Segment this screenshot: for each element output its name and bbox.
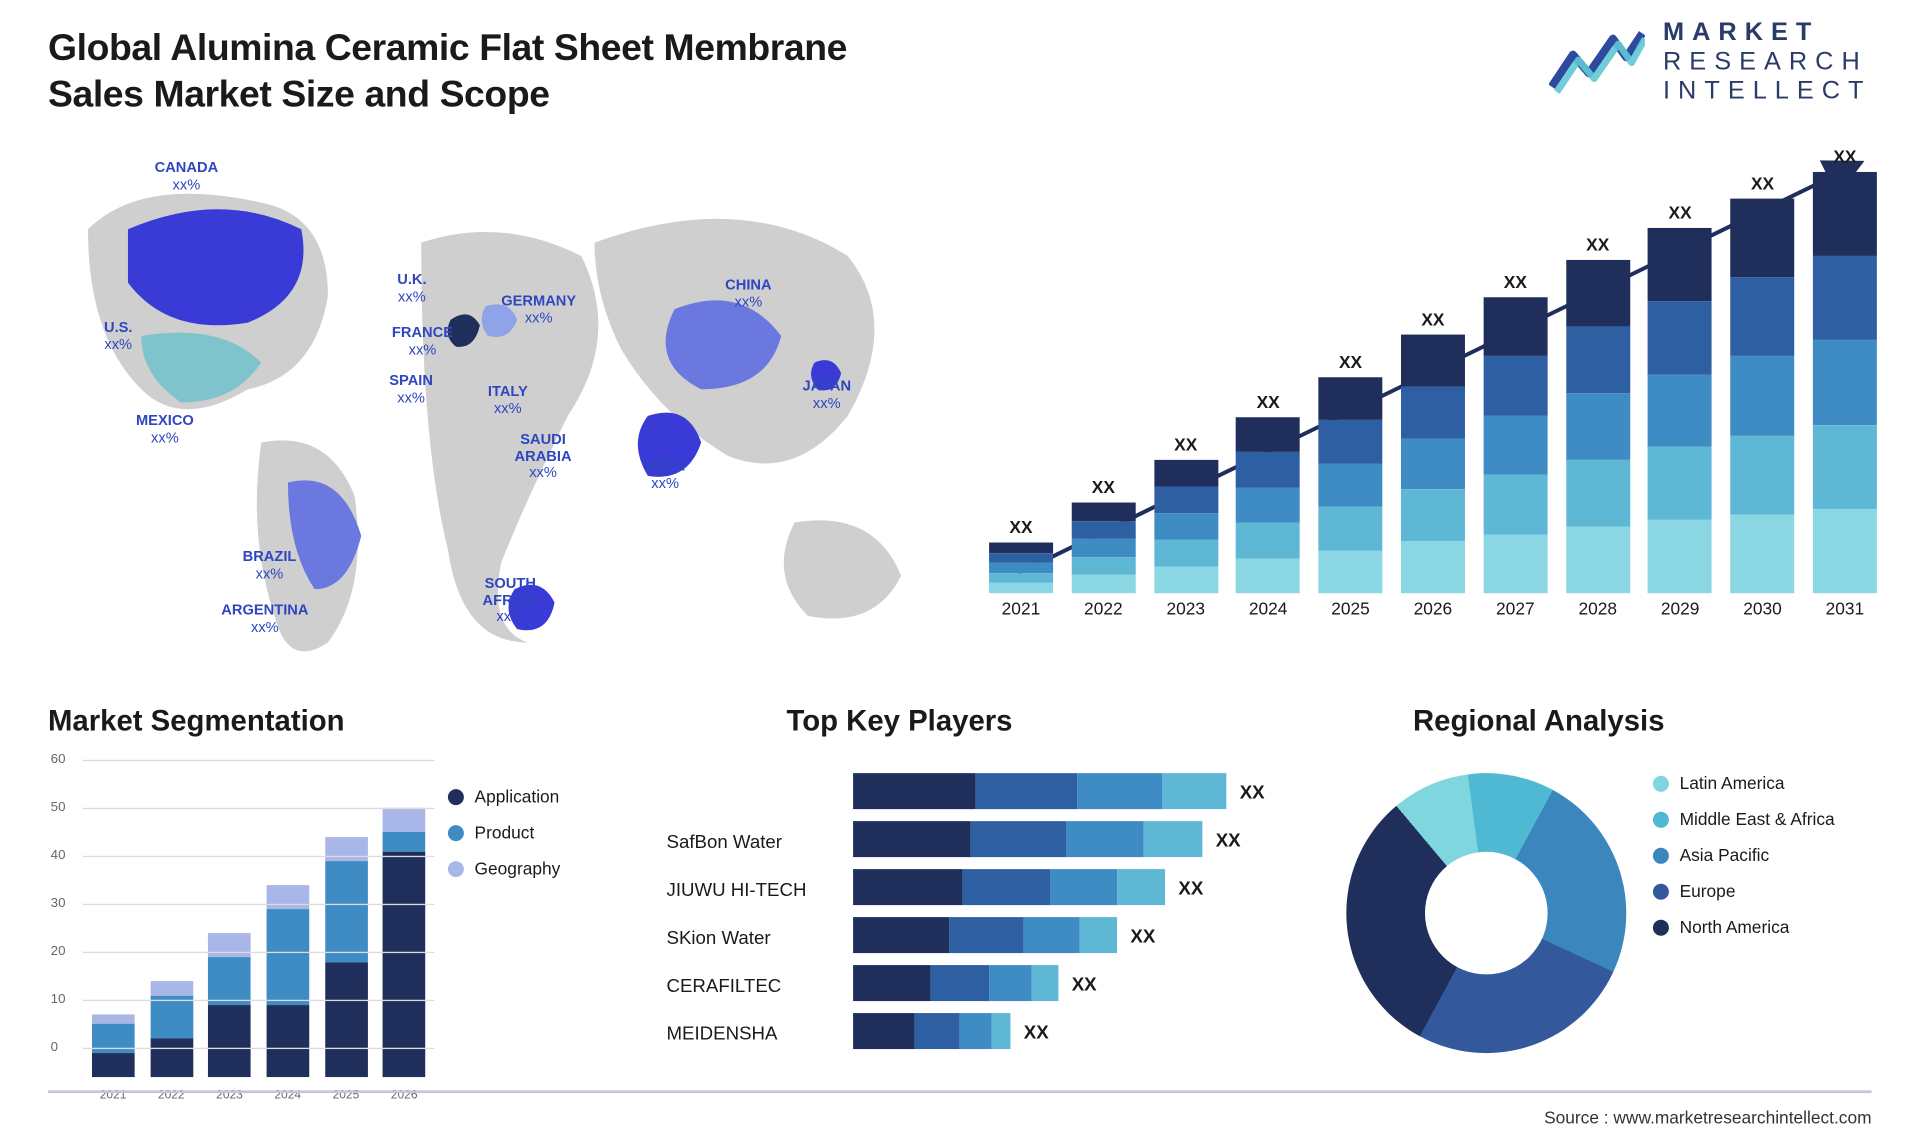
brand-logo: MARKET RESEARCH INTELLECT	[1548, 19, 1871, 106]
page-title: Global Alumina Ceramic Flat Sheet Membra…	[48, 24, 901, 117]
forecast-bar: XX2021	[986, 517, 1055, 618]
player-bar: XX	[853, 773, 1253, 809]
segmentation-bar: 2026	[379, 808, 429, 1077]
forecast-bar: XX2030	[1728, 173, 1797, 618]
forecast-bar: XX2024	[1234, 392, 1303, 619]
segmentation-bar: 2025	[321, 837, 371, 1077]
forecast-bar: XX2023	[1151, 435, 1220, 619]
legend-item: Asia Pacific	[1653, 845, 1880, 865]
player-bar: XX	[853, 821, 1253, 857]
forecast-bar: XX2031	[1810, 147, 1879, 619]
segmentation-chart: 202120222023202420252026 0102030405060 A…	[48, 760, 608, 1107]
source-text: Source : www.marketresearchintellect.com	[1544, 1108, 1871, 1128]
forecast-bar: XX2026	[1398, 309, 1467, 618]
player-label: SafBon Water	[667, 818, 854, 866]
segmentation-bar: 2023	[204, 933, 254, 1077]
map-label: GERMANYxx%	[501, 293, 576, 327]
map-label: JAPANxx%	[802, 379, 851, 413]
segmentation-title: Market Segmentation	[48, 704, 345, 739]
regional-chart: Latin America Middle East & Africa Asia Pa…	[1346, 746, 1879, 1106]
map-label: SPAINxx%	[389, 373, 433, 407]
player-label: SKion Water	[667, 914, 854, 962]
map-label: CHINAxx%	[725, 277, 771, 311]
regional-title: Regional Analysis	[1413, 704, 1665, 739]
map-label: CANADAxx%	[155, 160, 219, 194]
players-title: Top Key Players	[786, 704, 1012, 739]
player-label: JIUWU HI-TECH	[667, 866, 854, 914]
player-bar: XX	[853, 917, 1253, 953]
legend-item: Geography	[448, 858, 608, 878]
forecast-bar: XX2027	[1481, 272, 1550, 619]
map-label: BRAZILxx%	[243, 549, 297, 583]
segmentation-legend: Application Product Geography	[448, 786, 608, 894]
player-bar: XX	[853, 869, 1253, 905]
segmentation-bar: 2021	[88, 1015, 138, 1077]
player-label: CERAFILTEC	[667, 962, 854, 1010]
map-label: MEXICOxx%	[136, 413, 194, 447]
legend-item: Latin America	[1653, 773, 1880, 793]
forecast-bar: XX2022	[1069, 477, 1138, 618]
map-label: FRANCExx%	[392, 325, 453, 359]
forecast-bar: XX2025	[1316, 352, 1385, 619]
divider	[48, 1090, 1872, 1093]
player-bar: XX	[853, 1013, 1253, 1049]
legend-item: Product	[448, 822, 608, 842]
map-label: ITALYxx%	[488, 384, 528, 418]
player-label: MEIDENSHA	[667, 1010, 854, 1058]
players-chart: SafBon WaterJIUWU HI-TECHSKion WaterCERA…	[667, 760, 1307, 1107]
logo-mark-icon	[1548, 30, 1644, 94]
map-label: U.S.xx%	[104, 320, 133, 354]
map-label: SOUTHAFRICAxx%	[483, 576, 538, 627]
map-label: INDIAxx%	[645, 459, 685, 493]
logo-text: MARKET RESEARCH INTELLECT	[1663, 19, 1872, 106]
legend-item: North America	[1653, 917, 1880, 937]
segmentation-bar: 2022	[146, 981, 196, 1077]
legend-item: Europe	[1653, 881, 1880, 901]
world-map: CANADAxx% U.S.xx% MEXICOxx% BRAZILxx% ARGENT…	[48, 149, 928, 682]
legend-item: Middle East & Africa	[1653, 809, 1880, 829]
regional-legend: Latin America Middle East & Africa Asia Pa…	[1653, 773, 1880, 953]
forecast-bar: XX2029	[1646, 203, 1715, 619]
map-label: SAUDIARABIAxx%	[515, 432, 572, 483]
map-label: ARGENTINAxx%	[221, 603, 308, 637]
player-bar: XX	[853, 965, 1253, 1001]
map-label: U.K.xx%	[397, 272, 426, 306]
legend-item: Application	[448, 786, 608, 806]
forecast-chart: XX2021XX2022XX2023XX2024XX2025XX2026XX20…	[986, 149, 1879, 656]
forecast-bar: XX2028	[1563, 235, 1632, 619]
